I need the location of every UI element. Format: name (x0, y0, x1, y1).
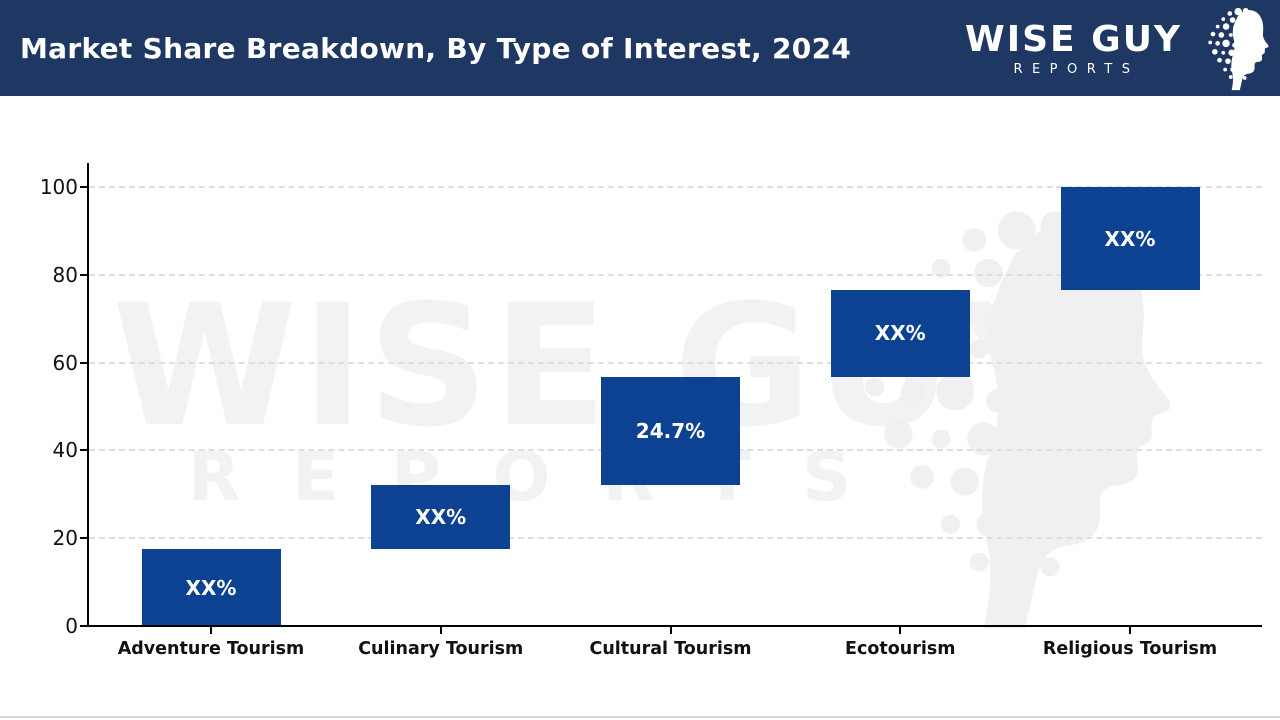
watermark-subtitle-text: REPORTS (188, 438, 904, 517)
bar: XX% (371, 485, 511, 550)
brand-subtitle-text: REPORTS (1013, 61, 1140, 77)
x-tick (899, 627, 902, 634)
y-tick-label: 60 (52, 350, 78, 375)
y-tick (80, 537, 88, 540)
x-category-label: Culinary Tourism (358, 639, 524, 659)
x-axis-spine (86, 625, 1262, 627)
bar: XX% (141, 549, 281, 626)
y-tick (80, 625, 88, 627)
grid-line (89, 537, 1262, 540)
page-title: Market Share Breakdown, By Type of Inter… (20, 31, 852, 65)
y-tick (80, 186, 88, 188)
bar: XX% (1060, 187, 1200, 291)
x-tick (210, 627, 212, 634)
brand-logo: WISE GUY REPORTS (965, 6, 1270, 92)
grid-line (89, 273, 1262, 276)
bar-value-label: XX% (874, 321, 926, 346)
brand-wordmark: WISE GUY REPORTS (965, 21, 1182, 77)
y-tick (80, 273, 88, 276)
x-category-label: Adventure Tourism (117, 639, 305, 659)
bar-value-label: XX% (185, 575, 237, 600)
bar-value-label: XX% (415, 505, 467, 530)
grid-line (89, 361, 1262, 364)
x-tick (669, 627, 672, 634)
y-tick-label: 20 (52, 526, 78, 551)
header-bar: Market Share Breakdown, By Type of Inter… (0, 0, 1280, 96)
bottom-divider (0, 716, 1280, 718)
bar: XX% (830, 290, 970, 377)
y-tick-label: 40 (52, 438, 78, 463)
bar-value-label: XX% (1104, 226, 1156, 251)
x-tick (439, 627, 442, 634)
x-category-label: Cultural Tourism (589, 639, 752, 659)
y-tick-label: 80 (52, 262, 78, 287)
x-category-label: Religious Tourism (1042, 639, 1218, 659)
y-tick-label: 0 (65, 614, 78, 638)
bar: 24.7% (601, 376, 740, 486)
y-tick (80, 361, 88, 364)
x-tick (1129, 627, 1131, 634)
grid-line (89, 186, 1262, 188)
bar-value-label: 24.7% (635, 418, 706, 443)
brand-name-text: WISE GUY (964, 19, 1182, 61)
y-axis-spine (87, 163, 89, 627)
y-tick (80, 449, 88, 452)
y-tick-label: 100 (39, 175, 78, 199)
x-category-label: Ecotourism (845, 639, 956, 659)
